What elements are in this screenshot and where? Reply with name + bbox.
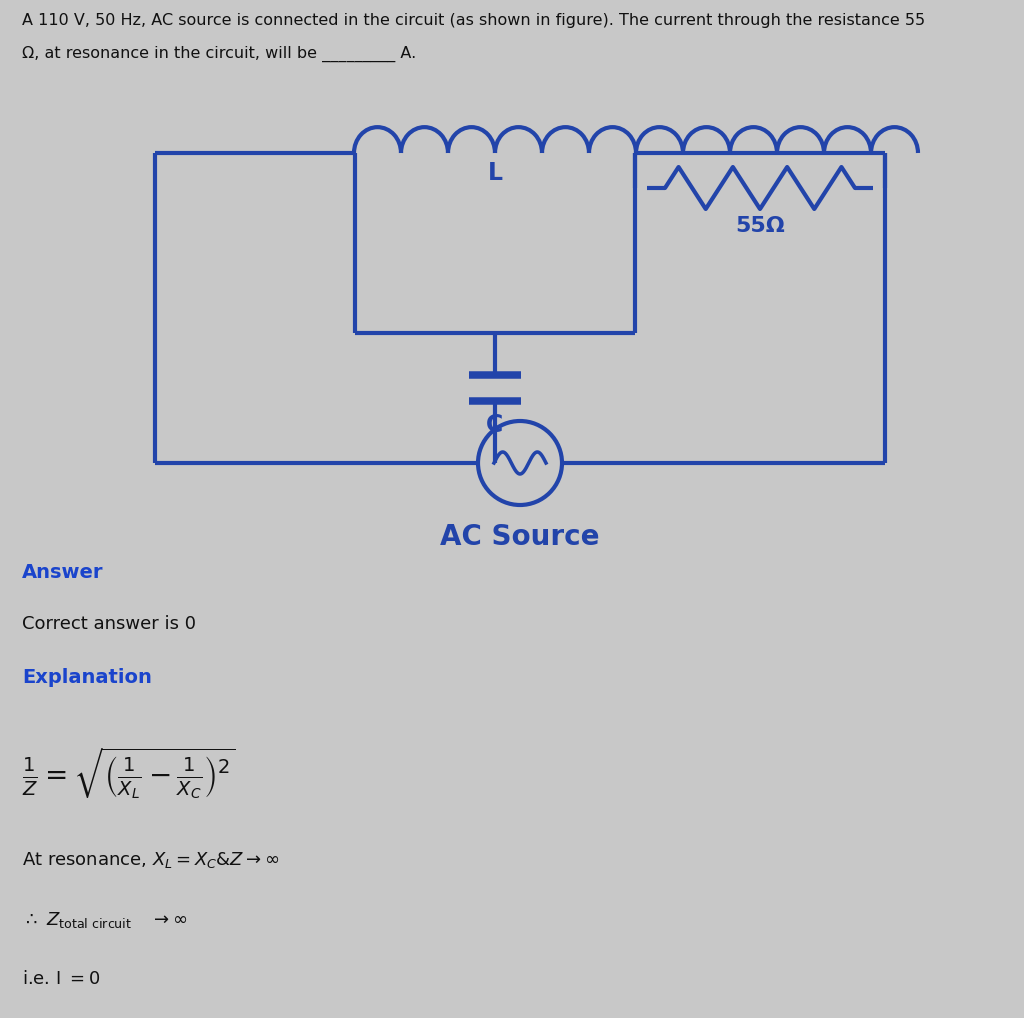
Text: At resonance, $X_L = X_C$&$Z \rightarrow \infty$: At resonance, $X_L = X_C$&$Z \rightarrow…: [22, 850, 280, 870]
Text: L: L: [487, 161, 503, 185]
Text: Explanation: Explanation: [22, 668, 152, 687]
Text: Correct answer is 0: Correct answer is 0: [22, 615, 196, 633]
Text: AC Source: AC Source: [440, 523, 600, 551]
Text: i.e. I $= 0$: i.e. I $= 0$: [22, 970, 100, 988]
Text: A 110 V, 50 Hz, AC source is connected in the circuit (as shown in figure). The : A 110 V, 50 Hz, AC source is connected i…: [22, 13, 925, 29]
Text: C: C: [486, 413, 504, 437]
Text: Answer: Answer: [22, 563, 103, 582]
Text: $\frac{1}{Z} = \sqrt{\left(\frac{1}{X_L} - \frac{1}{X_C}\right)^2}$: $\frac{1}{Z} = \sqrt{\left(\frac{1}{X_L}…: [22, 745, 236, 801]
Text: Ω, at resonance in the circuit, will be _________ A.: Ω, at resonance in the circuit, will be …: [22, 46, 416, 62]
Text: $\therefore$ $Z_{\mathrm{total\ circuit}}$$\;\;\;\;\rightarrow \infty$: $\therefore$ $Z_{\mathrm{total\ circuit}…: [22, 910, 187, 930]
Text: 55Ω: 55Ω: [735, 216, 784, 236]
